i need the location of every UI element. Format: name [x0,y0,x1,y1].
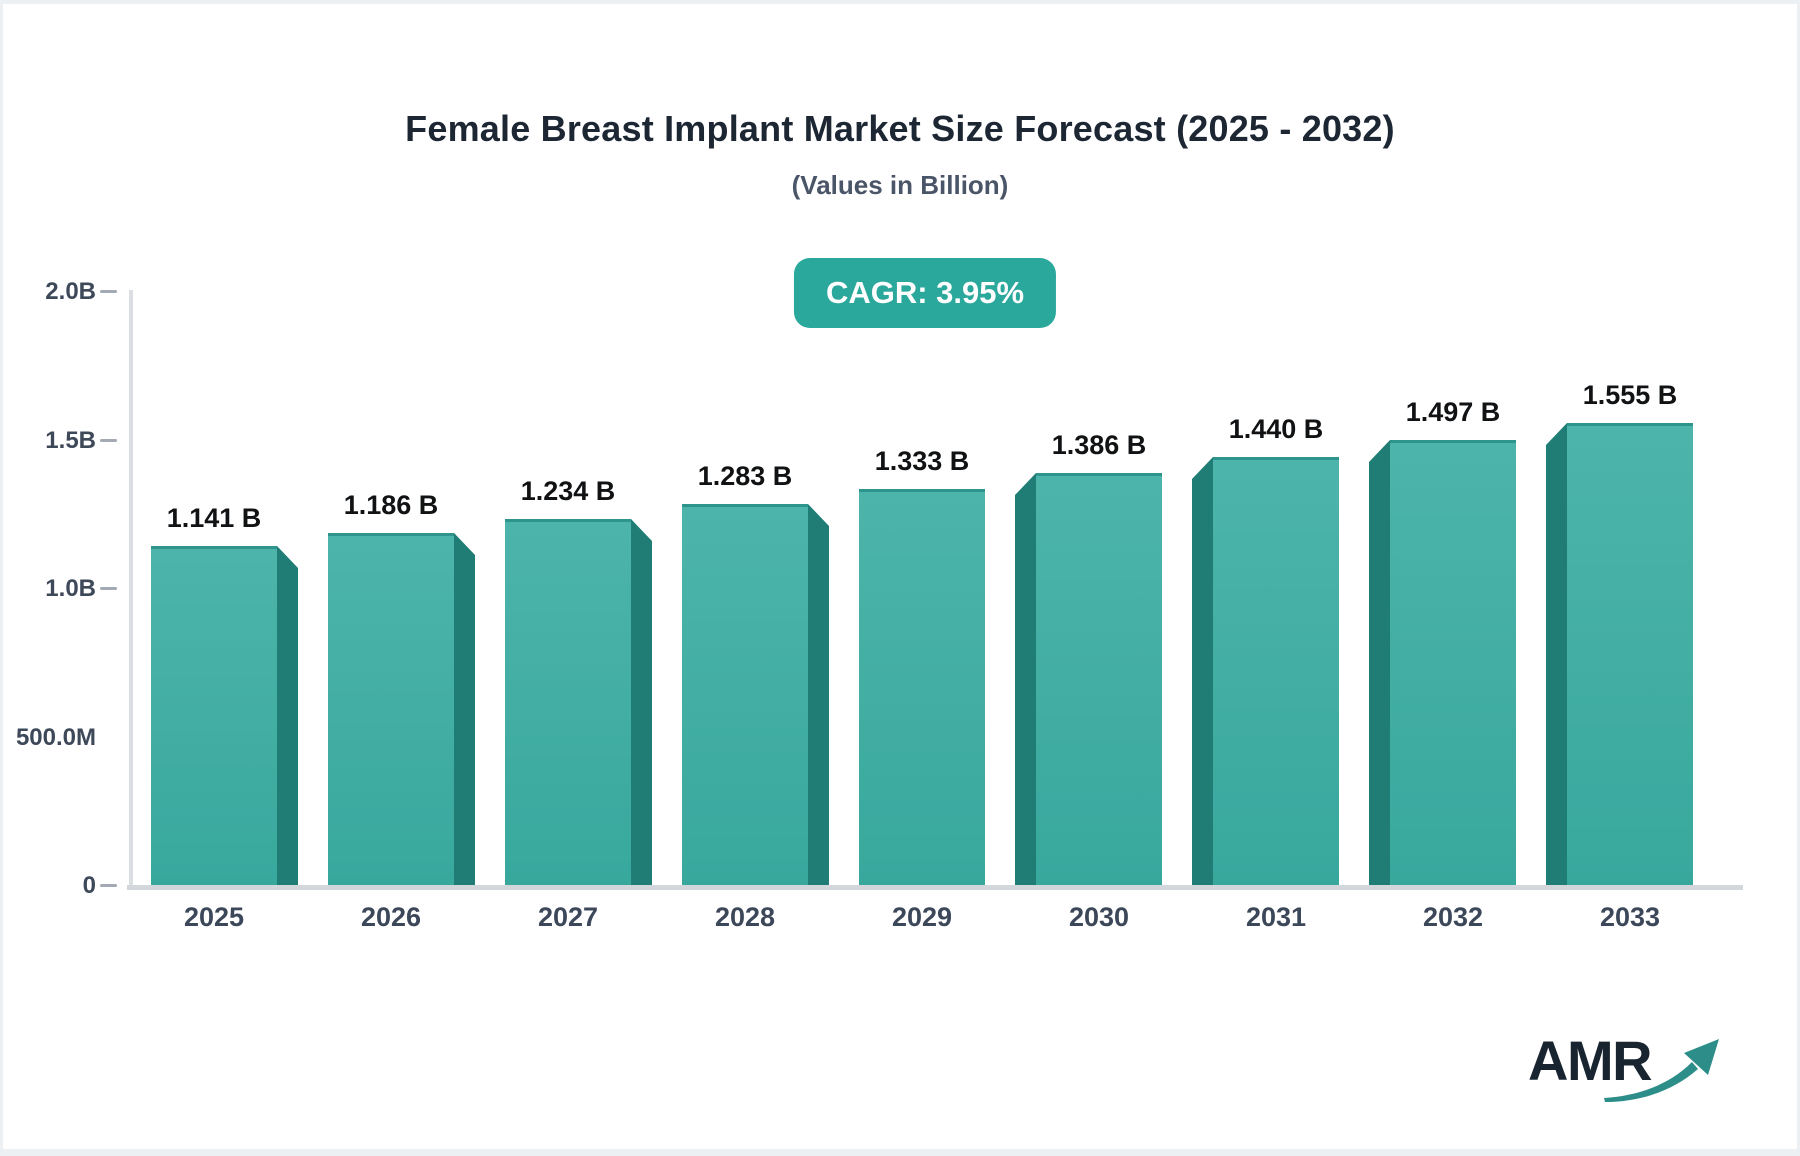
bar-value-label-2032: 1.497 B [1405,397,1501,427]
bar-top-edge [1567,423,1693,426]
bar-side-face-2026 [454,533,475,885]
cagr-badge: CAGR: 3.95% [793,258,1057,328]
y-tick-mark [100,290,117,293]
y-tick-label: 500.0M [15,724,96,751]
bar-side-face-2031 [1192,457,1213,885]
x-axis-label-2025: 2025 [183,902,245,932]
x-axis-label-2031: 2031 [1245,902,1307,932]
bar-value-label-2026: 1.186 B [343,490,439,520]
bar-2026 [328,533,454,885]
bar-top-edge [859,489,985,492]
bar-value-label-2028: 1.283 B [697,461,793,491]
y-tick-mark [100,587,117,590]
bar-side-face-2033 [1546,423,1567,885]
bar-top-edge [151,546,277,549]
bar-side-face-2030 [1015,473,1036,885]
y-tick-mark [100,439,117,442]
bar-top-edge [505,519,631,522]
bar-side-face-2027 [631,519,652,885]
amr-logo: AMR [1528,1028,1719,1118]
bar-top-edge [328,533,454,536]
bar-2033 [1567,423,1693,885]
y-tick-label: 1.5B [45,427,96,454]
bar-top-edge [1390,440,1516,443]
bar-2031 [1213,457,1339,885]
bar-2027 [505,519,631,885]
x-axis-label-2032: 2032 [1422,902,1484,932]
x-axis-label-2028: 2028 [714,902,776,932]
bar-side-face-2028 [808,504,829,885]
amr-logo-text: AMR [1528,1029,1653,1092]
bar-value-label-2030: 1.386 B [1051,430,1147,460]
bar-value-label-2031: 1.440 B [1228,414,1324,444]
bar-2032 [1390,440,1516,885]
bar-2029 [859,489,985,885]
y-tick-label: 0 [82,872,96,899]
bar-top-edge [1036,473,1162,476]
y-axis-line [129,290,133,888]
bar-value-label-2025: 1.141 B [166,503,262,533]
bar-value-label-2033: 1.555 B [1582,380,1678,410]
x-axis-line [127,885,1743,890]
bar-value-label-2029: 1.333 B [874,446,970,476]
bar-side-face-2025 [277,546,298,885]
y-tick-mark [100,884,117,887]
bar-top-edge [1213,457,1339,460]
x-axis-label-2030: 2030 [1068,902,1130,932]
chart-title: Female Breast Implant Market Size Foreca… [405,108,1395,149]
y-tick-label: 1.0B [45,575,96,602]
bar-value-label-2027: 1.234 B [520,476,616,506]
chart-subtitle: (Values in Billion) [791,170,1009,200]
bar-2025 [151,546,277,885]
bar-side-face-2032 [1369,440,1390,885]
x-axis-label-2033: 2033 [1599,902,1661,932]
y-tick-label: 2.0B [45,278,96,305]
bar-top-edge [682,504,808,507]
growth-arrow-icon [1604,1039,1719,1102]
x-axis-label-2026: 2026 [360,902,422,932]
bar-2030 [1036,473,1162,885]
x-axis-label-2027: 2027 [537,902,599,932]
bar-2028 [682,504,808,885]
x-axis-label-2029: 2029 [891,902,953,932]
